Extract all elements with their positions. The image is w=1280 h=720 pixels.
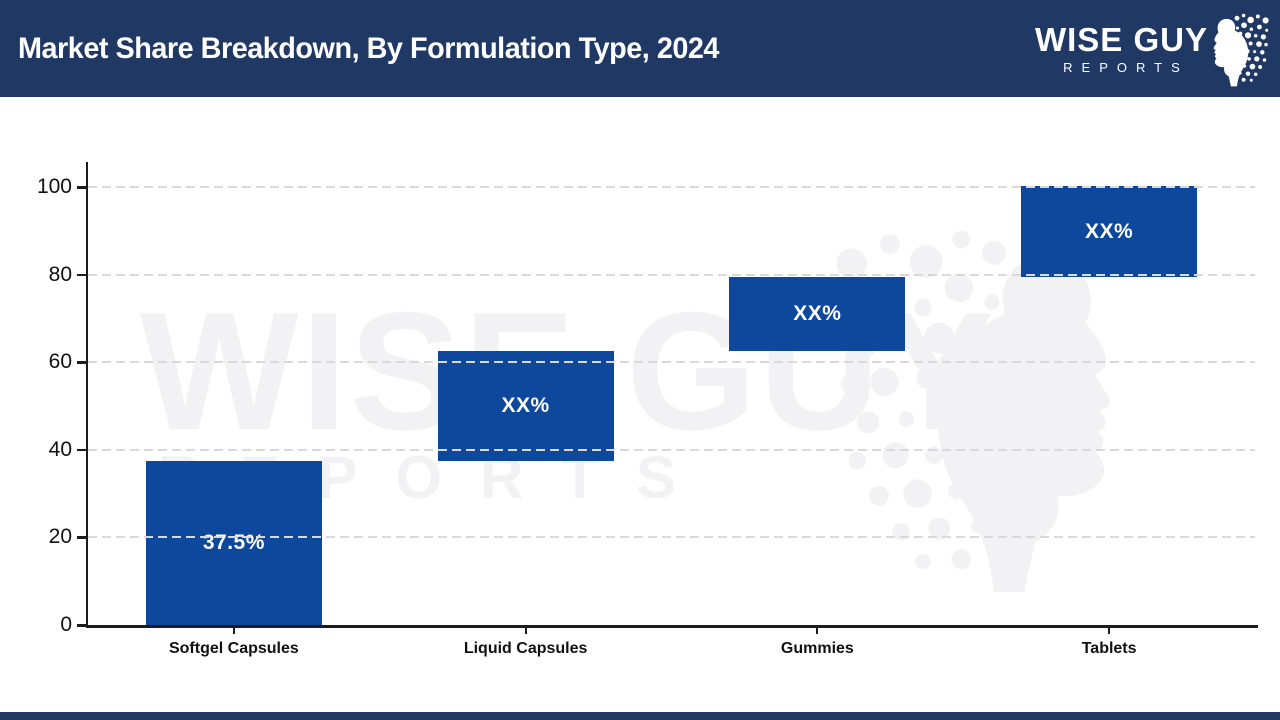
y-tick-label-100: 100 [36, 175, 72, 198]
logo-face-icon [1213, 13, 1269, 86]
bar-liquid-capsules: XX% [437, 351, 614, 461]
y-tick-label-60: 60 [48, 350, 72, 374]
y-tick-label-40: 40 [48, 437, 72, 461]
x-tick-mark-liquid-capsules [524, 628, 527, 634]
y-tick-mark-0 [77, 624, 86, 627]
y-tick-label-0: 0 [60, 613, 72, 636]
bar-value-label-gummies: XX% [793, 302, 842, 326]
footer-bar [0, 712, 1280, 720]
y-gridline-80 [88, 273, 1255, 276]
y-tick-label-20: 20 [48, 525, 72, 549]
bar-gummies: XX% [729, 277, 906, 352]
x-tick-mark-softgel-capsules [232, 628, 235, 634]
y-gridline-60 [88, 361, 1255, 364]
x-category-label-softgel-capsules: Softgel Capsules [168, 640, 299, 657]
y-gridline-100 [88, 186, 1255, 188]
chart-area: WISE GUY REPORTS 0 20 40 60 80 100 37.5% Softge… [0, 97, 1280, 712]
y-tick-mark-60 [77, 361, 86, 364]
x-tick-mark-gummies [816, 628, 819, 634]
logo-subtitle-text: REPORTS [1063, 59, 1189, 75]
y-tick-mark-100 [77, 186, 86, 189]
page-title: Market Share Breakdown, By Formulation T… [18, 31, 719, 65]
bar-softgel-capsules: 37.5% [145, 460, 322, 625]
bar-value-label-softgel-capsules: 37.5% [202, 530, 265, 554]
y-tick-label-80: 80 [48, 262, 72, 286]
x-tick-mark-tablets [1108, 628, 1111, 634]
x-category-label-tablets: Tablets [1081, 640, 1137, 657]
bar-value-label-tablets: XX% [1085, 219, 1134, 243]
y-tick-mark-40 [77, 448, 86, 452]
x-category-label-liquid-capsules: Liquid Capsules [463, 640, 588, 657]
logo-name-text: WISE GUY [1034, 20, 1208, 58]
y-tick-mark-80 [77, 273, 86, 277]
bar-value-label-liquid-capsules: XX% [501, 394, 550, 417]
x-category-label-gummies: Gummies [780, 640, 854, 657]
logo-wordmark: WISE GUY REPORTS [1035, 23, 1208, 75]
y-tick-mark-20 [77, 536, 86, 539]
y-axis-line [85, 162, 88, 628]
y-gridline-20 [88, 536, 1255, 539]
y-gridline-40 [88, 448, 1255, 451]
x-axis-line [85, 625, 1258, 628]
bar-tablets: XX% [1021, 186, 1198, 278]
wise-guy-logo: WISE GUY REPORTS [1035, 10, 1270, 88]
header-bar: Market Share Breakdown, By Formulation T… [0, 0, 1280, 97]
